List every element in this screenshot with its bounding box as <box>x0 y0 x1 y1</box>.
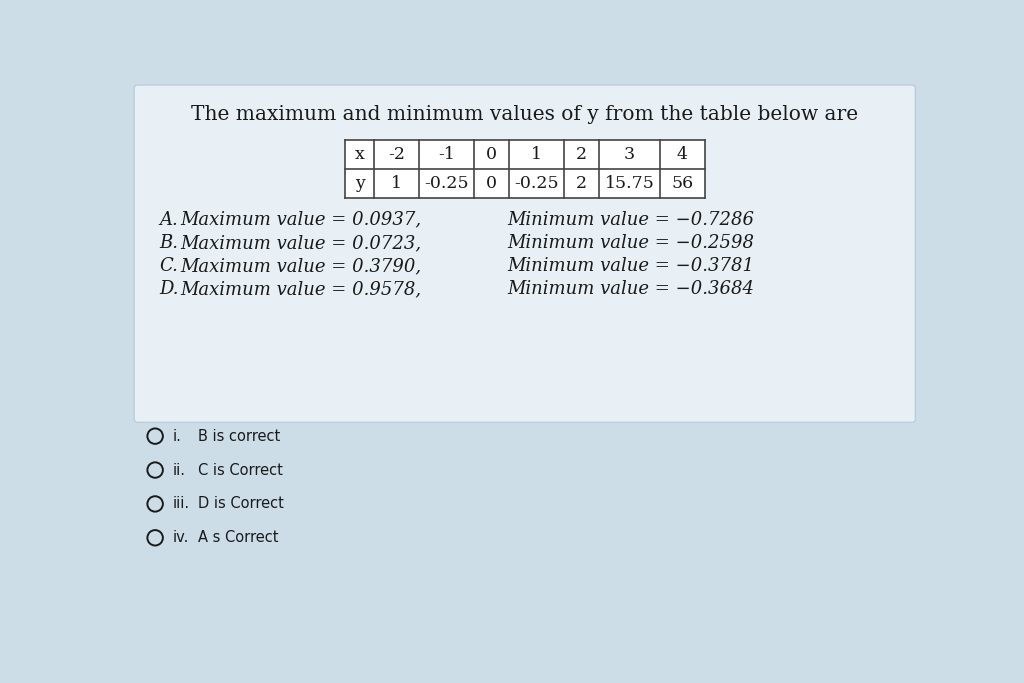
Text: D is Correct: D is Correct <box>198 497 284 512</box>
Bar <box>345 140 705 198</box>
Text: -1: -1 <box>438 146 455 163</box>
Text: 4: 4 <box>677 146 688 163</box>
Text: 0: 0 <box>486 175 497 192</box>
Text: Minimum value = −0.7286: Minimum value = −0.7286 <box>508 211 755 229</box>
Text: D.: D. <box>159 280 178 298</box>
Text: B is correct: B is correct <box>198 429 280 444</box>
Text: Minimum value = −0.3781: Minimum value = −0.3781 <box>508 257 755 275</box>
Text: Minimum value = −0.2598: Minimum value = −0.2598 <box>508 234 755 252</box>
Text: ii.: ii. <box>172 462 185 477</box>
Text: 56: 56 <box>671 175 693 192</box>
Text: 0: 0 <box>486 146 497 163</box>
Text: -2: -2 <box>388 146 406 163</box>
Text: A s Correct: A s Correct <box>198 530 279 545</box>
Text: Minimum value = −0.3684: Minimum value = −0.3684 <box>508 280 755 298</box>
Text: -0.25: -0.25 <box>514 175 559 192</box>
Text: C.: C. <box>159 257 178 275</box>
Text: Maximum value = 0.9578,: Maximum value = 0.9578, <box>180 280 422 298</box>
Text: A.: A. <box>159 211 178 229</box>
Text: -0.25: -0.25 <box>424 175 469 192</box>
Text: B.: B. <box>159 234 178 252</box>
Text: 1: 1 <box>391 175 402 192</box>
Text: Maximum value = 0.0723,: Maximum value = 0.0723, <box>180 234 422 252</box>
Text: 2: 2 <box>575 175 587 192</box>
Text: Maximum value = 0.3790,: Maximum value = 0.3790, <box>180 257 422 275</box>
Text: 15.75: 15.75 <box>604 175 654 192</box>
Text: C is Correct: C is Correct <box>198 462 283 477</box>
Text: 2: 2 <box>575 146 587 163</box>
Text: iv.: iv. <box>172 530 188 545</box>
Text: x: x <box>355 146 365 163</box>
Text: i.: i. <box>172 429 181 444</box>
FancyBboxPatch shape <box>134 85 915 422</box>
Text: 1: 1 <box>530 146 542 163</box>
Text: 3: 3 <box>624 146 635 163</box>
Text: iii.: iii. <box>172 497 189 512</box>
Text: Maximum value = 0.0937,: Maximum value = 0.0937, <box>180 211 422 229</box>
Text: y: y <box>354 175 365 192</box>
Text: The maximum and minimum values of y from the table below are: The maximum and minimum values of y from… <box>191 104 858 124</box>
